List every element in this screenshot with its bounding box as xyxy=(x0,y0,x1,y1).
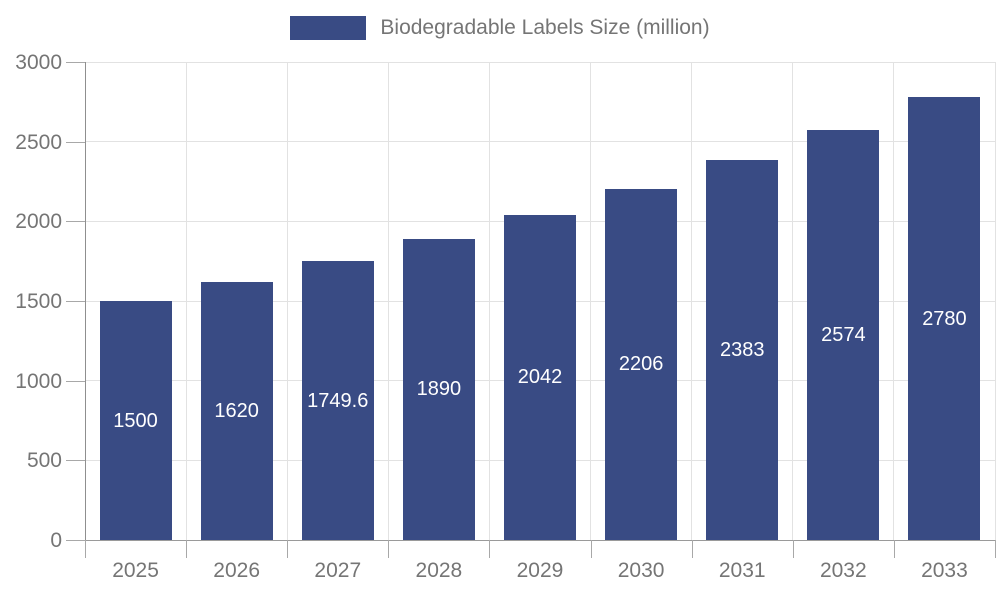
x-tick-mark xyxy=(287,540,289,558)
gridline-v xyxy=(185,62,187,540)
plot-area: 1500 1620 1749.6 1890 2042 2206 2383 2574 2780 xyxy=(85,61,996,540)
gridline-h xyxy=(85,61,995,63)
y-axis-line xyxy=(85,62,86,540)
bar[interactable]: 1500 xyxy=(99,301,172,540)
y-tick-mark xyxy=(66,221,85,223)
bar-value-label: 2206 xyxy=(618,353,664,376)
x-tick-mark xyxy=(995,540,996,558)
bar-value-label: 2383 xyxy=(719,339,765,362)
x-tick-mark xyxy=(489,540,491,558)
bar[interactable]: 1890 xyxy=(402,238,475,540)
bar-value-label: 1500 xyxy=(113,409,158,432)
bar-value-label: 2780 xyxy=(922,307,967,330)
gridline-v xyxy=(893,62,895,540)
x-tick-label: 2029 xyxy=(516,559,564,582)
y-tick-mark xyxy=(66,540,85,541)
y-tick-mark xyxy=(66,62,85,63)
x-tick-label: 2027 xyxy=(314,559,362,582)
bar[interactable]: 2780 xyxy=(908,97,981,540)
x-tick-mark xyxy=(691,540,693,558)
bar-value-label: 1620 xyxy=(214,399,259,422)
x-tick-mark xyxy=(388,540,390,558)
x-tick-label: 2031 xyxy=(718,559,766,582)
y-tick-mark xyxy=(66,460,85,462)
x-tick-mark xyxy=(792,540,794,558)
x-tick-label: 2033 xyxy=(921,559,968,582)
y-tick-label: 1000 xyxy=(15,369,62,393)
y-tick-mark xyxy=(66,380,85,382)
x-tick-label: 2026 xyxy=(213,559,261,582)
bar[interactable]: 1620 xyxy=(200,281,273,540)
bar[interactable]: 2383 xyxy=(706,160,779,540)
y-tick-label: 1500 xyxy=(15,290,62,313)
gridline-v xyxy=(387,62,389,540)
bar-value-label: 2042 xyxy=(517,366,563,389)
y-tick-mark xyxy=(66,301,85,302)
bar[interactable]: 1749.6 xyxy=(301,261,374,540)
y-tick-label: 2000 xyxy=(15,210,62,234)
x-tick-label: 2028 xyxy=(415,559,463,582)
y-tick-label: 2500 xyxy=(15,130,62,154)
legend-label: Biodegradable Labels Size (million) xyxy=(380,16,710,39)
x-tick-mark xyxy=(590,540,592,558)
bar[interactable]: 2206 xyxy=(605,188,678,540)
bar[interactable]: 2574 xyxy=(807,129,880,540)
y-tick-label: 500 xyxy=(26,449,62,473)
gridline-v xyxy=(488,62,490,540)
legend[interactable]: Biodegradable Labels Size (million) xyxy=(0,16,1000,40)
x-axis-line xyxy=(85,540,995,541)
gridline-v xyxy=(994,62,996,540)
x-tick-mark xyxy=(893,540,895,558)
gridline-h xyxy=(85,141,995,143)
legend-swatch xyxy=(290,16,367,40)
x-tick-label: 2025 xyxy=(112,559,159,582)
x-tick-mark xyxy=(186,540,188,558)
y-tick-mark xyxy=(66,141,85,143)
y-tick-label: 0 xyxy=(50,529,62,552)
gridline-v xyxy=(792,62,794,540)
gridline-v xyxy=(590,62,592,540)
x-tick-label: 2032 xyxy=(819,559,867,582)
x-tick-label: 2030 xyxy=(617,559,665,582)
bar-value-label: 1749.6 xyxy=(307,389,369,412)
bar-value-label: 2574 xyxy=(821,323,866,346)
bar-value-label: 1890 xyxy=(416,378,462,401)
gridline-v xyxy=(691,62,693,540)
x-tick-mark xyxy=(85,540,86,558)
bar[interactable]: 2042 xyxy=(504,214,576,540)
gridline-v xyxy=(286,62,288,540)
y-tick-label: 3000 xyxy=(15,51,62,74)
